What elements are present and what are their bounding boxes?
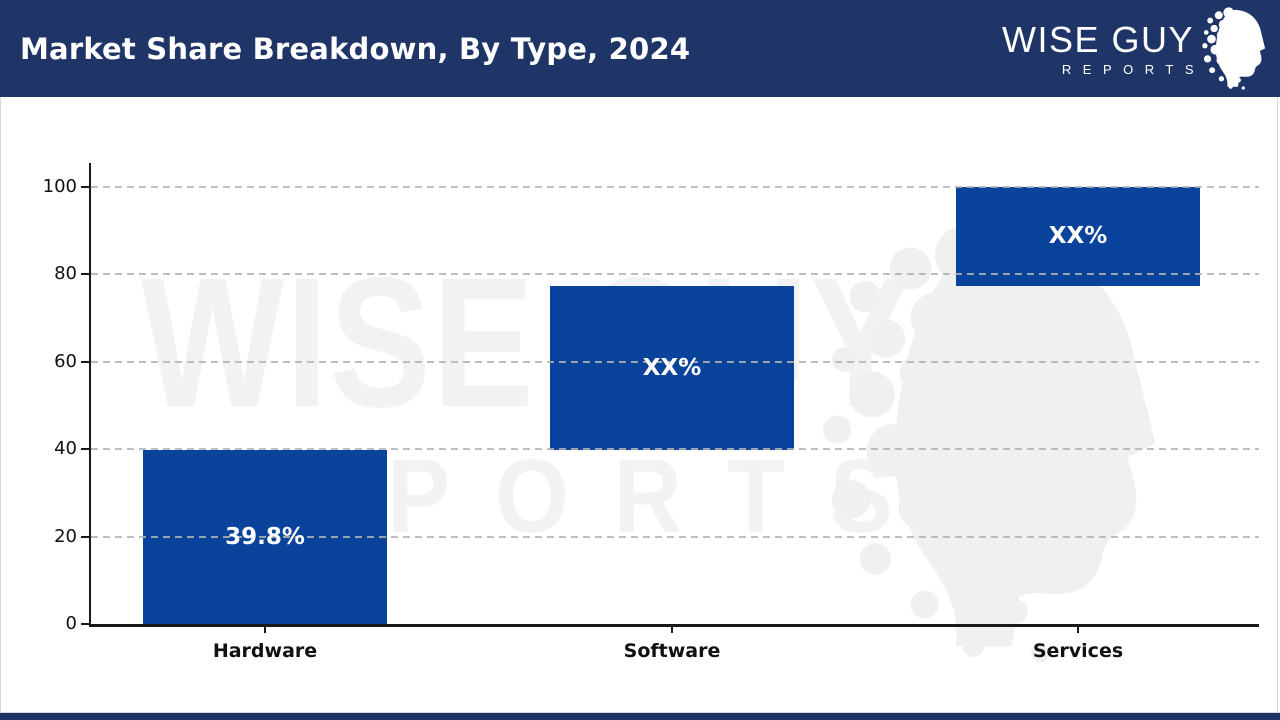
gridline-20 bbox=[91, 535, 1259, 538]
x-tick-services bbox=[1077, 626, 1079, 633]
brand-tagline: REPORTS bbox=[1061, 62, 1205, 77]
brand-logo: WISE GUY REPORTS bbox=[1002, 4, 1270, 94]
chart-title: Market Share Breakdown, By Type, 2024 bbox=[20, 31, 691, 66]
chart-canvas: WISE GUY REPORTS 39.8% Hardware XX% Softwar… bbox=[0, 97, 1278, 712]
y-tick-label-40: 40 bbox=[54, 438, 77, 460]
x-category-label-software: Software bbox=[623, 640, 721, 662]
gridline-100 bbox=[91, 185, 1259, 188]
plot-area: 39.8% Hardware XX% Software XX% Services 0 20 40… bbox=[1, 97, 1277, 712]
brand-text: WISE GUY REPORTS bbox=[1001, 19, 1194, 77]
gridline-40 bbox=[91, 448, 1259, 451]
y-tick-40 bbox=[81, 448, 89, 451]
y-tick-label-100: 100 bbox=[42, 175, 77, 197]
y-tick-label-0: 0 bbox=[65, 613, 77, 634]
y-axis-spine bbox=[89, 163, 91, 626]
y-tick-60 bbox=[81, 360, 89, 363]
brand-name: WISE GUY bbox=[1001, 19, 1194, 60]
y-tick-0 bbox=[81, 623, 89, 625]
footer-divider bbox=[0, 712, 1280, 713]
y-tick-100 bbox=[81, 185, 89, 188]
x-tick-software bbox=[671, 626, 673, 633]
y-tick-label-60: 60 bbox=[54, 350, 77, 372]
bar-software bbox=[550, 285, 794, 450]
x-axis-spine bbox=[89, 624, 1259, 627]
x-category-label-hardware: Hardware bbox=[212, 640, 318, 662]
x-tick-hardware bbox=[264, 626, 266, 633]
bar-value-label-hardware: 39.8% bbox=[225, 523, 305, 550]
x-category-label-services: Services bbox=[1032, 640, 1124, 662]
y-tick-label-80: 80 bbox=[54, 263, 77, 285]
footer-band bbox=[0, 713, 1280, 720]
gridline-80 bbox=[91, 273, 1259, 276]
header-band: Market Share Breakdown, By Type, 2024 WI… bbox=[0, 0, 1280, 97]
y-tick-label-20: 20 bbox=[54, 525, 77, 547]
bar-value-label-services: XX% bbox=[1048, 223, 1108, 250]
gridline-60 bbox=[91, 360, 1259, 363]
brand-head-icon bbox=[1198, 6, 1270, 92]
y-tick-20 bbox=[81, 535, 89, 538]
y-tick-80 bbox=[81, 273, 89, 276]
bar-value-label-software: XX% bbox=[642, 354, 702, 381]
